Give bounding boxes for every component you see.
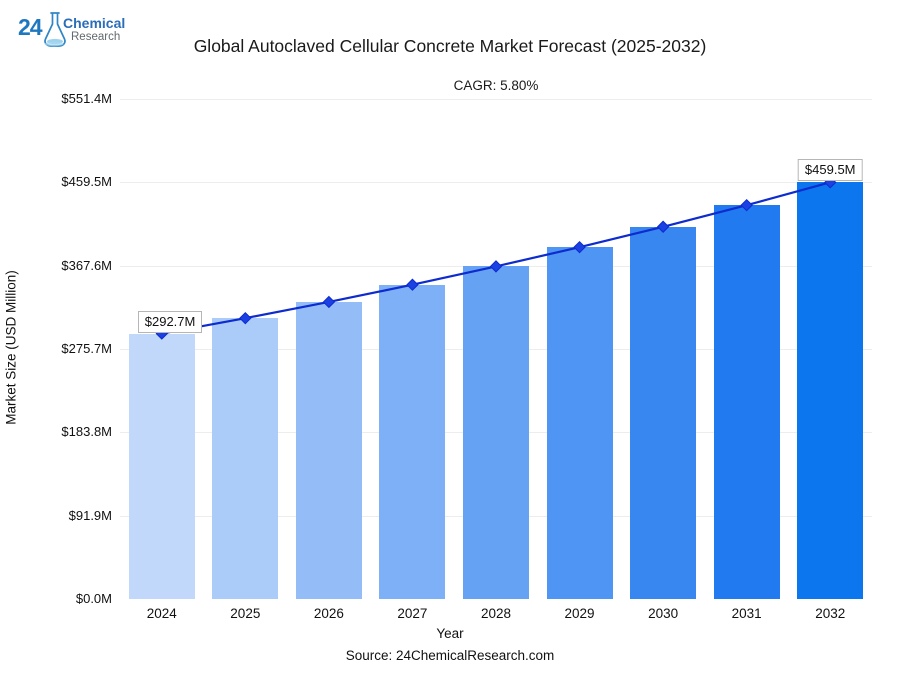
bar-2032 xyxy=(797,182,864,599)
y-tick-label: $91.9M xyxy=(68,507,112,523)
cagr-subtitle: CAGR: 5.80% xyxy=(453,78,539,93)
bar-2028 xyxy=(463,266,529,599)
data-point-marker-2026 xyxy=(322,295,336,309)
data-point-marker-2028 xyxy=(489,260,503,273)
logo-text-research: Research xyxy=(71,31,121,43)
x-axis-title: Year xyxy=(436,626,464,641)
value-label-2032: $459.5M xyxy=(797,159,863,182)
x-tick-label-2031: 2031 xyxy=(731,606,762,621)
y-tick-label: $275.7M xyxy=(61,341,112,356)
x-tick-label-2024: 2024 xyxy=(146,606,177,621)
x-tick-label-2029: 2029 xyxy=(564,606,595,621)
flask-icon xyxy=(42,10,68,55)
y-axis-tick-labels: $0.0M $91.9M $183.8M $275.7M $367.6M $459.5M $… xyxy=(0,91,112,606)
bar-2031 xyxy=(713,205,780,599)
data-point-marker-2031 xyxy=(740,198,753,212)
y-tick-label: $459.5M xyxy=(61,174,112,190)
gridline xyxy=(120,99,872,100)
gridline xyxy=(120,182,872,184)
x-axis-tick-labels: 2024 2025 2026 2027 2028 2029 2030 2031 2032 xyxy=(120,606,872,624)
source-credit: Source: 24ChemicalResearch.com xyxy=(345,648,555,663)
bar-2027 xyxy=(379,284,446,599)
logo-text-chemical: Chemical xyxy=(63,15,126,31)
bar-2029 xyxy=(546,247,613,599)
trend-line-layer xyxy=(155,176,837,340)
x-tick-label-2025: 2025 xyxy=(230,606,261,621)
x-tick-label-2028: 2028 xyxy=(480,606,512,621)
value-label-2024: $292.7M xyxy=(137,310,203,333)
bar-2025 xyxy=(212,318,279,599)
chart-title: Global Autoclaved Cellular Concrete Mark… xyxy=(193,36,707,56)
x-tick-label-2027: 2027 xyxy=(397,606,428,621)
data-point-marker-2030 xyxy=(656,220,670,233)
trend-line xyxy=(161,181,831,335)
x-tick-label-2026: 2026 xyxy=(313,606,344,621)
y-tick-label: $183.8M xyxy=(61,424,112,440)
bar-2030 xyxy=(630,226,697,599)
x-tick-label-2030: 2030 xyxy=(648,606,679,621)
y-tick-label: $0.0M xyxy=(75,591,112,606)
x-tick-label-2032: 2032 xyxy=(815,606,846,621)
data-point-marker-2029 xyxy=(573,240,586,254)
logo-24chemical-research: 24 Chemical Research xyxy=(18,8,148,54)
bar-2026 xyxy=(295,301,362,599)
data-point-marker-2027 xyxy=(406,278,419,291)
plot-area: $292.7M $459.5M xyxy=(120,99,872,599)
logo-number: 24 xyxy=(18,14,43,40)
y-tick-label: $551.4M xyxy=(61,91,112,106)
data-point-marker-2025 xyxy=(239,311,252,325)
bar-2024 xyxy=(128,333,195,599)
y-tick-label: $367.6M xyxy=(61,257,112,273)
